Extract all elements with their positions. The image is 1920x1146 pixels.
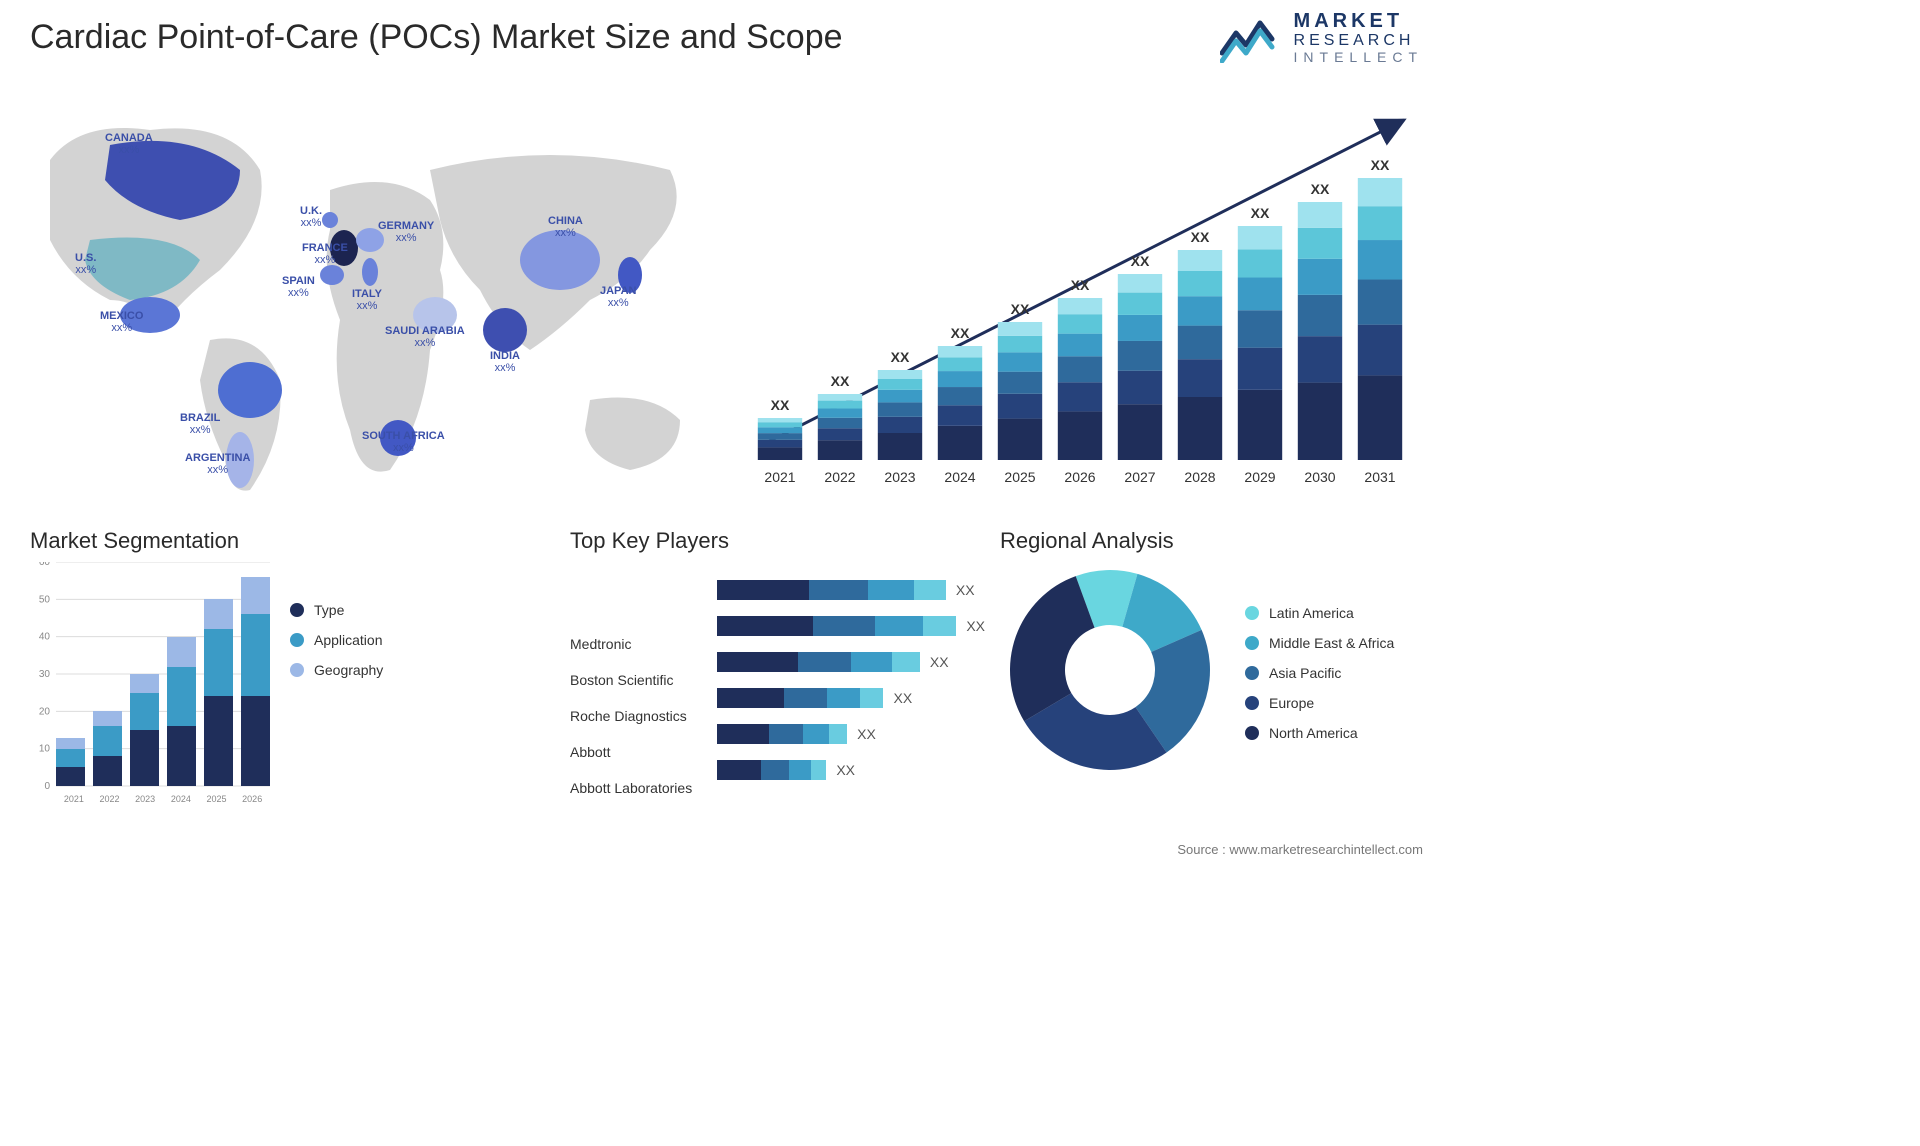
seg-bar	[241, 577, 270, 786]
key-players-labels: MedtronicBoston ScientificRoche Diagnost…	[570, 564, 699, 806]
seg-bar	[204, 599, 233, 786]
seg-bar	[56, 738, 85, 787]
map-label: FRANCExx%	[302, 242, 348, 266]
key-player-bar: XX	[717, 572, 985, 608]
svg-text:2021: 2021	[764, 469, 795, 485]
svg-text:2029: 2029	[1244, 469, 1275, 485]
map-label: SPAINxx%	[282, 275, 315, 299]
seg-bar	[93, 711, 122, 786]
key-players-panel: Top Key Players MedtronicBoston Scientif…	[570, 528, 985, 806]
key-players-chart: XXXXXXXXXXXX	[717, 572, 985, 806]
svg-text:2023: 2023	[884, 469, 915, 485]
key-player-name	[570, 590, 699, 626]
brand-logo: MARKET RESEARCH INTELLECT	[1220, 10, 1423, 65]
svg-text:XX: XX	[771, 397, 790, 413]
svg-text:2024: 2024	[944, 469, 975, 485]
map-label: ITALYxx%	[352, 288, 382, 312]
map-label: MEXICOxx%	[100, 310, 143, 334]
key-player-bar: XX	[717, 680, 985, 716]
regional-panel: Regional Analysis Latin America Middle Ea…	[1000, 528, 1420, 785]
svg-text:XX: XX	[1371, 157, 1390, 173]
map-label: SAUDI ARABIAxx%	[385, 325, 465, 349]
map-label: CHINAxx%	[548, 215, 583, 239]
seg-bar	[130, 674, 159, 786]
map-label: SOUTH AFRICAxx%	[362, 430, 445, 454]
segmentation-title: Market Segmentation	[30, 528, 450, 554]
svg-text:XX: XX	[951, 325, 970, 341]
regional-legend: Latin America Middle East & Africa Asia Pa…	[1245, 605, 1394, 741]
segmentation-chart: 0102030405060 202120222023202420252026	[30, 562, 270, 812]
svg-text:10: 10	[39, 744, 51, 755]
map-label: U.K.xx%	[300, 205, 322, 229]
svg-text:XX: XX	[1131, 253, 1150, 269]
svg-text:XX: XX	[891, 349, 910, 365]
key-player-name: Abbott Laboratories	[570, 770, 699, 806]
legend-item: Middle East & Africa	[1245, 635, 1394, 651]
legend-item: Type	[290, 602, 383, 618]
svg-text:40: 40	[39, 632, 51, 643]
map-label: GERMANYxx%	[378, 220, 434, 244]
key-player-name: Boston Scientific	[570, 662, 699, 698]
svg-text:2025: 2025	[1004, 469, 1035, 485]
map-label: JAPANxx%	[600, 285, 636, 309]
svg-text:2026: 2026	[1064, 469, 1095, 485]
svg-text:30: 30	[39, 669, 51, 680]
world-map: CANADAxx% U.S.xx% MEXICOxx% BRAZILxx% ARGENT…	[30, 100, 710, 500]
key-player-bar: XX	[717, 608, 985, 644]
growth-chart: XX 2021 XX 2022 XX 2023 XX 2024 XX 2025 XX 2026 XX 20…	[740, 100, 1420, 490]
key-player-name: Abbott	[570, 734, 699, 770]
legend-item: Geography	[290, 662, 383, 678]
logo-line2: RESEARCH	[1294, 32, 1423, 50]
key-player-bar: XX	[717, 716, 985, 752]
svg-text:XX: XX	[1311, 181, 1330, 197]
svg-text:2031: 2031	[1364, 469, 1395, 485]
logo-line1: MARKET	[1294, 10, 1423, 32]
svg-text:2022: 2022	[824, 469, 855, 485]
map-label: ARGENTINAxx%	[185, 452, 250, 476]
svg-text:2027: 2027	[1124, 469, 1155, 485]
legend-item: Latin America	[1245, 605, 1394, 621]
svg-text:XX: XX	[1251, 205, 1270, 221]
svg-text:XX: XX	[831, 373, 850, 389]
svg-text:XX: XX	[1011, 301, 1030, 317]
svg-text:2028: 2028	[1184, 469, 1215, 485]
page-title: Cardiac Point-of-Care (POCs) Market Size…	[30, 18, 843, 57]
seg-bar	[167, 637, 196, 786]
map-label: CANADAxx%	[105, 132, 153, 156]
key-player-name: Roche Diagnostics	[570, 698, 699, 734]
legend-item: Application	[290, 632, 383, 648]
legend-item: Europe	[1245, 695, 1394, 711]
legend-item: Asia Pacific	[1245, 665, 1394, 681]
map-label: INDIAxx%	[490, 350, 520, 374]
key-players-title: Top Key Players	[570, 528, 985, 554]
segmentation-panel: Market Segmentation 0102030405060 202120…	[30, 528, 450, 812]
svg-text:60: 60	[39, 562, 51, 568]
logo-mark-icon	[1220, 11, 1282, 63]
key-player-bar: XX	[717, 644, 985, 680]
key-player-bar: XX	[717, 752, 985, 788]
regional-title: Regional Analysis	[1000, 528, 1420, 554]
svg-text:XX: XX	[1191, 229, 1210, 245]
logo-line3: INTELLECT	[1294, 50, 1423, 65]
regional-donut	[1000, 560, 1225, 785]
svg-text:0: 0	[44, 781, 50, 792]
svg-text:50: 50	[39, 594, 51, 605]
svg-text:XX: XX	[1071, 277, 1090, 293]
svg-text:2030: 2030	[1304, 469, 1335, 485]
key-player-name: Medtronic	[570, 626, 699, 662]
svg-text:20: 20	[39, 706, 51, 717]
segmentation-legend: Type Application Geography	[290, 562, 383, 812]
legend-item: North America	[1245, 725, 1394, 741]
map-label: U.S.xx%	[75, 252, 96, 276]
source-attribution: Source : www.marketresearchintellect.com	[1177, 842, 1423, 857]
map-label: BRAZILxx%	[180, 412, 220, 436]
